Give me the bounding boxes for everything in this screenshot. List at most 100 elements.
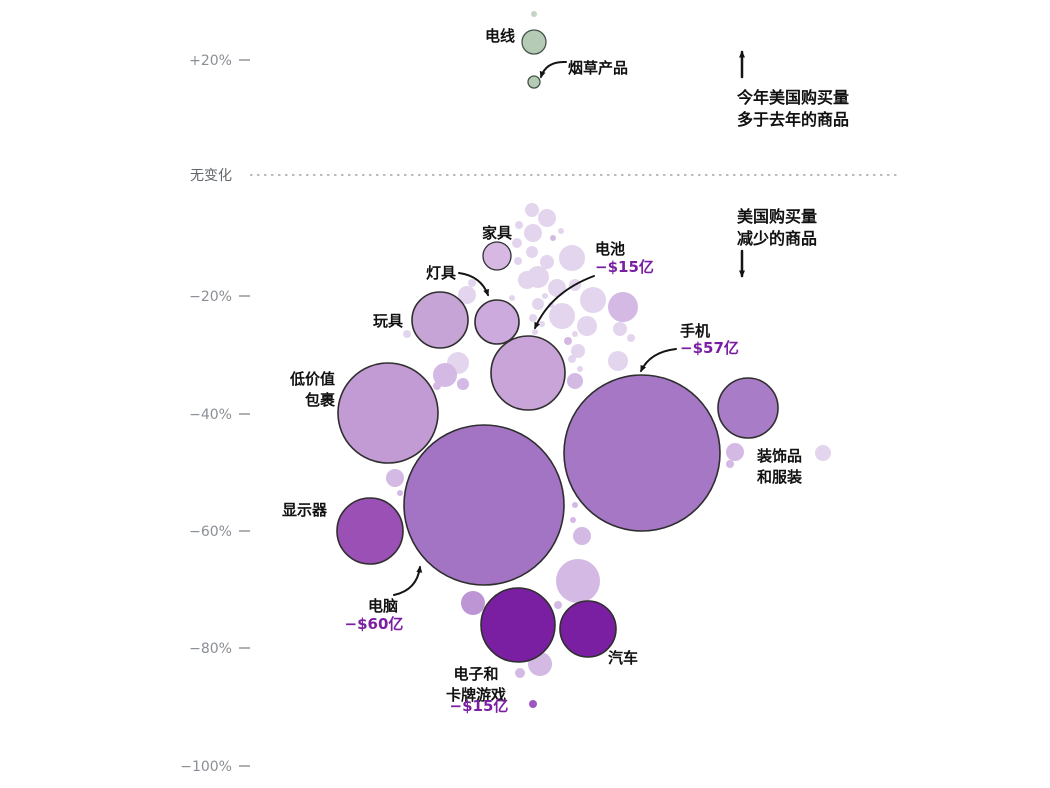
lamps-arrow <box>458 272 489 297</box>
background-bubble <box>567 373 583 389</box>
axis-tick-label: −40% <box>189 407 232 423</box>
background-bubble <box>539 321 545 327</box>
bubble-电子和卡牌游戏 <box>480 587 556 663</box>
background-bubble <box>529 700 537 708</box>
computer-label: 电脑 <box>368 597 398 615</box>
games-value: −$15亿 <box>450 697 509 715</box>
tobacco-arrow <box>539 60 567 79</box>
labeled-bubbles-layer <box>336 29 779 663</box>
background-bubble <box>397 490 403 496</box>
bubble-电池 <box>490 335 566 411</box>
axis-tick-label: −20% <box>189 289 232 305</box>
bubble-低价值包裹 <box>337 362 439 464</box>
tobacco-label-line-1: 烟草产品 <box>568 59 628 77</box>
increase-note-line-2: 多于去年的商品 <box>737 110 849 129</box>
background-bubble <box>538 209 556 227</box>
background-bubble <box>608 351 628 371</box>
cars-label: 汽车 <box>608 649 638 667</box>
axis-tick-label: 无变化 <box>190 168 232 184</box>
background-bubble <box>564 337 572 345</box>
bubble-家具 <box>482 241 512 271</box>
background-bubble <box>568 355 576 363</box>
background-bubble <box>509 295 515 301</box>
background-bubble <box>554 601 562 609</box>
background-bubble <box>531 11 537 17</box>
background-bubble <box>726 443 744 461</box>
wire-label: 电线 <box>485 27 515 45</box>
bubble-电线 <box>521 29 547 55</box>
phone-value: −$57亿 <box>680 339 739 357</box>
axis-tick-label: +20% <box>189 53 232 69</box>
monitor-label: 显示器 <box>282 501 328 519</box>
arrows-layer <box>393 50 745 596</box>
toys-label: 玩具 <box>373 312 403 330</box>
toys-label-line-1: 玩具 <box>373 312 403 330</box>
background-bubble <box>542 293 548 299</box>
axis-tick-label: −60% <box>189 524 232 540</box>
background-bubble <box>386 469 404 487</box>
games-value-line-1: −$15亿 <box>450 697 509 715</box>
background-bubble <box>580 287 606 313</box>
phone-value-line-1: −$57亿 <box>680 339 739 357</box>
decrease-note-line-2: 减少的商品 <box>737 229 817 248</box>
bubble-灯具 <box>474 299 520 345</box>
background-bubbles-layer <box>386 11 831 708</box>
background-bubble <box>571 344 585 358</box>
furniture-label-line-1: 家具 <box>482 224 512 242</box>
background-bubble <box>403 330 411 338</box>
axis-tick-label: −100% <box>180 759 232 775</box>
background-bubble <box>815 445 831 461</box>
axis-tick-label: −80% <box>189 641 232 657</box>
background-bubble <box>532 329 538 335</box>
baseline-layer <box>239 59 897 767</box>
background-bubble <box>468 279 476 287</box>
wire-label-line-1: 电线 <box>485 27 515 45</box>
background-bubble <box>572 331 578 337</box>
background-bubble <box>573 527 591 545</box>
computer-value: −$60亿 <box>345 615 404 633</box>
background-bubble <box>515 668 525 678</box>
computer-value-line-1: −$60亿 <box>345 615 404 633</box>
background-bubble <box>515 221 523 229</box>
background-bubble <box>613 322 627 336</box>
battery-label-line-1: 电池 <box>595 240 625 258</box>
background-bubble <box>570 517 576 523</box>
increase-note: 今年美国购买量多于去年的商品 <box>736 88 849 129</box>
background-bubble <box>577 366 583 372</box>
battery-value-line-1: −$15亿 <box>595 258 654 276</box>
cars-label-line-1: 汽车 <box>608 649 638 667</box>
bubble-玩具 <box>411 291 469 349</box>
decor-label-line-2: 和服装 <box>757 468 803 486</box>
battery-value: −$15亿 <box>595 258 654 276</box>
bubble-显示器 <box>336 497 404 565</box>
text-layer: +20% 无变化 −20% −40% −60% −80% −100% 电线烟草产品今年美国购买… <box>180 27 849 775</box>
background-bubble <box>726 460 734 468</box>
battery-label: 电池 <box>595 240 625 258</box>
bubble-装饰品和服装 <box>717 377 779 439</box>
computer-arrow <box>393 565 423 596</box>
background-bubble <box>514 257 522 265</box>
background-bubble <box>549 303 575 329</box>
background-bubble <box>457 378 469 390</box>
bubble-手机 <box>563 374 721 532</box>
phone-arrow <box>640 348 677 373</box>
background-bubble <box>433 363 457 387</box>
background-bubble <box>529 314 537 322</box>
background-bubble <box>526 246 538 258</box>
increase-note-line-1: 今年美国购买量 <box>736 88 849 107</box>
decrease-note: 美国购买量减少的商品 <box>737 207 817 248</box>
background-bubble <box>433 382 441 390</box>
background-bubble <box>518 271 536 289</box>
phone-label: 手机 <box>680 322 710 340</box>
monitor-label-line-1: 显示器 <box>282 501 328 519</box>
bubble-电脑 <box>403 424 565 586</box>
computer-label-line-1: 电脑 <box>368 597 398 615</box>
lamps-label-line-1: 灯具 <box>426 264 456 282</box>
background-bubble <box>532 298 544 310</box>
background-bubble <box>512 238 522 248</box>
games-label-line-2: 卡牌游戏 <box>446 686 506 704</box>
background-bubble <box>572 502 578 508</box>
background-bubble <box>458 286 476 304</box>
